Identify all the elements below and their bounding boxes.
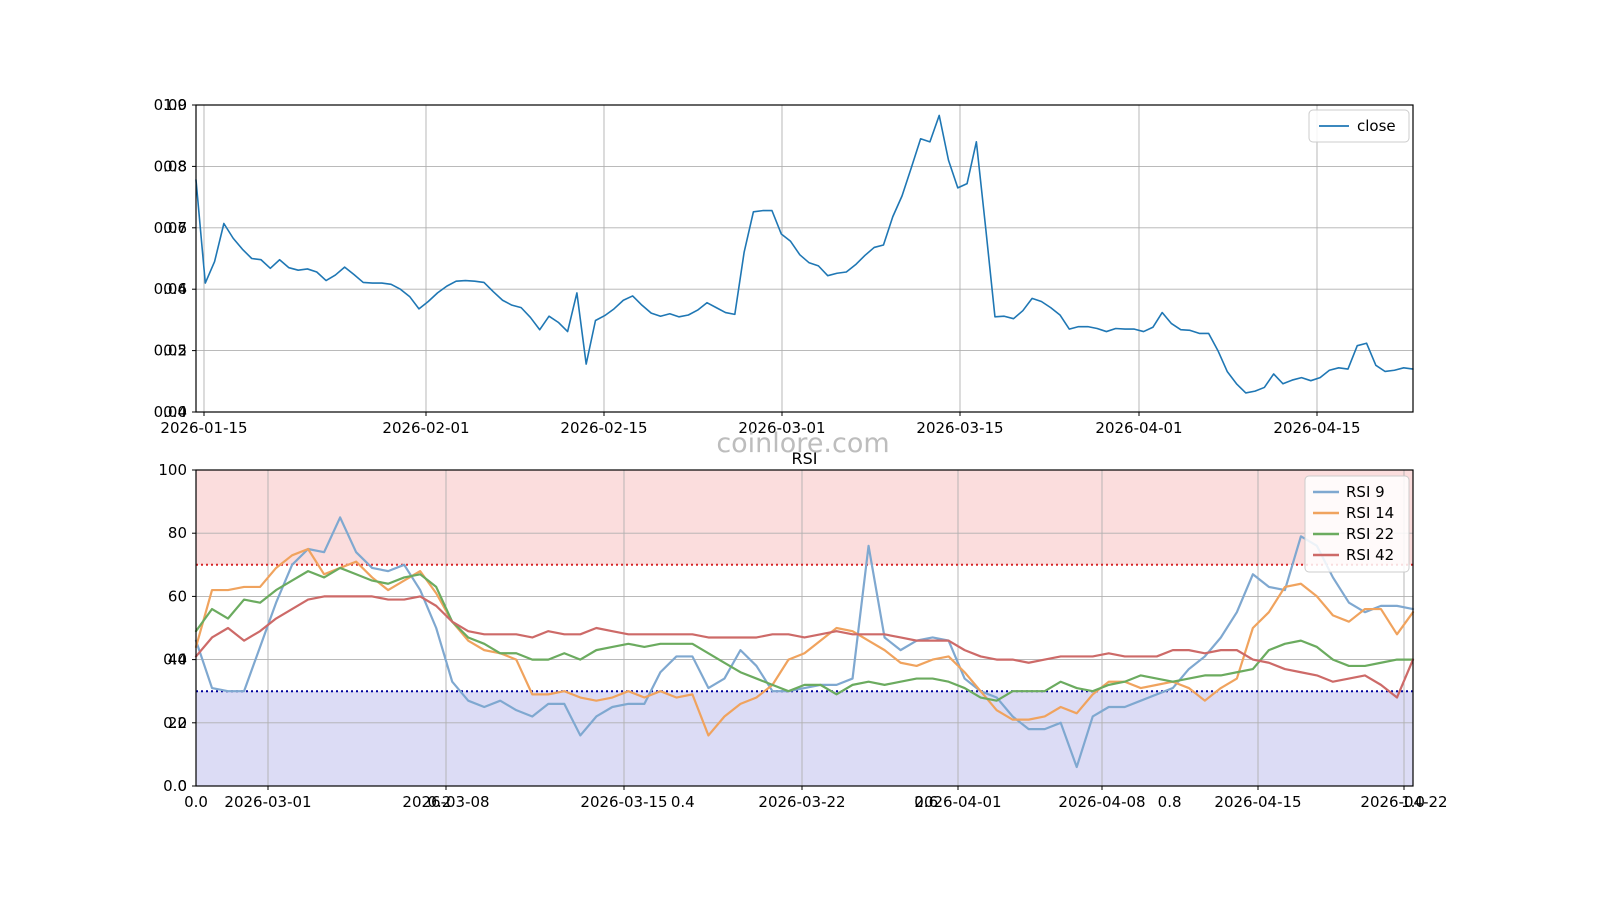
- rsi-ytick-label: 80: [168, 524, 187, 542]
- rsi-legend-box: [1304, 475, 1410, 573]
- rsi-title: RSI: [792, 449, 818, 468]
- price-ytick-overlay-label: 0.4: [163, 280, 187, 298]
- price-xtick-label: 2026-03-01: [738, 419, 825, 437]
- price-xtick-label: 2026-04-01: [1095, 419, 1182, 437]
- price-xtick-label: 2026-02-15: [560, 419, 647, 437]
- rsi-series-RSI-22: [194, 566, 1415, 702]
- rsi-oversold-band: [196, 691, 1413, 786]
- price-ytick-label: 0.06: [154, 280, 187, 298]
- rsi-panel: 0 20 40 60 80 100 0.0 0.2 0.4 2026-03-01 2026-03-0…: [158, 449, 1447, 811]
- rsi-xtick-label: 2026-03-15: [580, 793, 667, 811]
- rsi-xtick-label: 2026-03-22: [758, 793, 845, 811]
- rsi-xtick-label: 2026-03-01: [224, 793, 311, 811]
- price-ytick-overlay-label: 1.0: [163, 96, 187, 114]
- rsi-xtick-label: 2026-04-15: [1214, 793, 1301, 811]
- rsi-xtick-label: 2026-04-08: [1058, 793, 1145, 811]
- rsi-ytick-label: 0: [177, 777, 187, 795]
- price-ytick-label: 0.04: [154, 403, 187, 421]
- price-axes-frame: [195, 104, 1414, 413]
- price-xtick-label: 2026-03-15: [916, 419, 1003, 437]
- rsi-overbought-band: [196, 470, 1413, 565]
- price-legend-box: [1308, 109, 1410, 143]
- price-ytick-label: 0.05: [154, 342, 187, 360]
- price-xtick-label: 2026-02-01: [382, 419, 469, 437]
- rsi-xtick-overlay-label: 0.0: [184, 793, 208, 811]
- price-ytick-overlay-label: 0.2: [163, 342, 187, 360]
- price-xtick-label: 2026-04-15: [1273, 419, 1360, 437]
- rsi-ytick-overlay-label: 0.4: [163, 651, 187, 669]
- price-xtick-label: 2026-01-15: [160, 419, 247, 437]
- rsi-xtick-label: 2026-04-22: [1360, 793, 1447, 811]
- rsi-legend-label: RSI 42: [1346, 546, 1394, 564]
- rsi-ytick-label: 60: [168, 587, 187, 605]
- rsi-xtick-overlay-label: 0.2: [427, 793, 451, 811]
- price-ytick-overlay-label: 0.6: [163, 219, 187, 237]
- rsi-xtick-overlay-label: 0.6: [914, 793, 938, 811]
- rsi-legend-label: RSI 9: [1346, 483, 1385, 501]
- price-series-close: [195, 114, 1414, 394]
- watermark-text: coinlore.com: [716, 428, 889, 459]
- rsi-axes-frame: [195, 469, 1414, 787]
- price-ytick-label: 0.08: [154, 157, 187, 175]
- rsi-xtick-overlay-label: 1.0: [1401, 793, 1425, 811]
- rsi-series-RSI-42: [194, 595, 1415, 699]
- rsi-xtick-label: 2026-04-01: [914, 793, 1001, 811]
- rsi-xtick-overlay-label: 0.4: [671, 793, 695, 811]
- price-ytick-label: 0.09: [154, 96, 187, 114]
- price-ytick-overlay-label: 0.0: [163, 403, 187, 421]
- rsi-legend-label: RSI 22: [1346, 525, 1394, 543]
- rsi-ytick-overlay-label: 0.0: [163, 777, 187, 795]
- price-ytick-overlay-label: 0.8: [163, 157, 187, 175]
- rsi-ytick-label: 40: [168, 651, 187, 669]
- rsi-series-RSI-14: [194, 547, 1415, 737]
- price-legend-label: close: [1357, 117, 1396, 135]
- rsi-ytick-overlay-label: 0.2: [163, 714, 187, 732]
- rsi-series-RSI-9: [194, 516, 1415, 769]
- rsi-xtick-overlay-label: 0.8: [1158, 793, 1182, 811]
- price-ytick-label: 0.07: [154, 219, 187, 237]
- rsi-legend-label: RSI 14: [1346, 504, 1394, 522]
- rsi-xtick-label: 2026-03-08: [402, 793, 489, 811]
- price-panel: 0.04 0.05 0.06 0.07 0.08 0.09 0.0 0.2 0.4 0.6 0.8 1…: [154, 96, 1414, 437]
- rsi-ytick-label: 20: [168, 714, 187, 732]
- rsi-ytick-label: 100: [158, 461, 187, 479]
